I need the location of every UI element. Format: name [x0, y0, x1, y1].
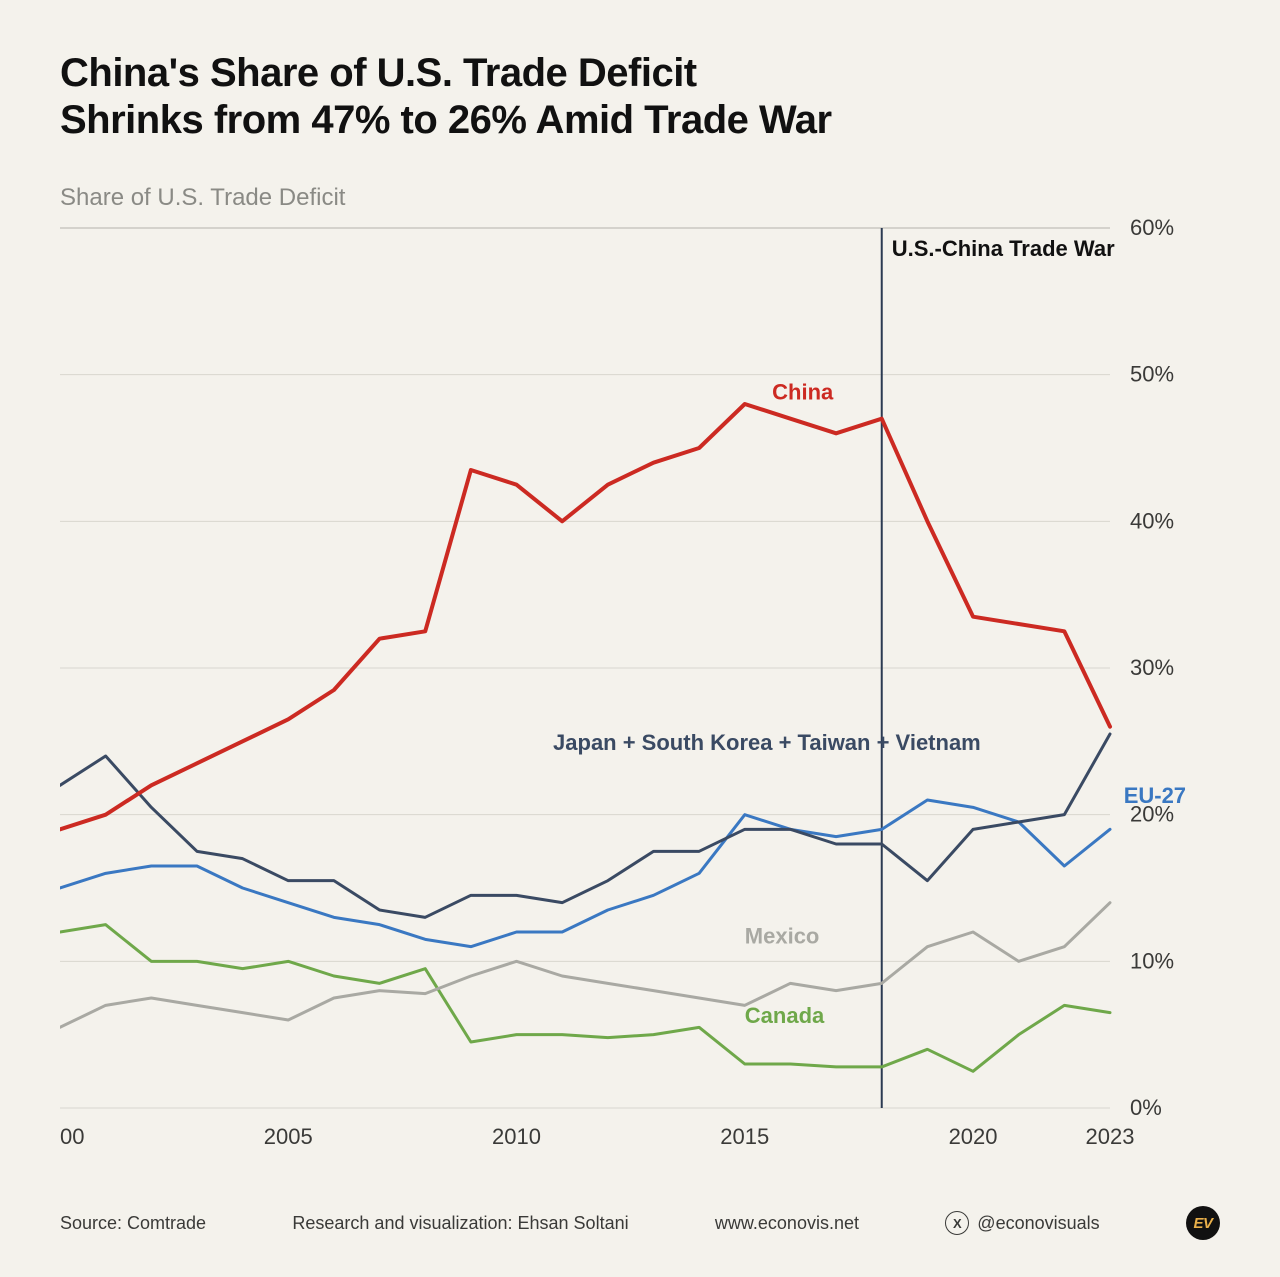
series-label-mexico: Mexico	[745, 924, 820, 949]
x-icon: X	[945, 1211, 969, 1235]
trade-war-marker-label: U.S.-China Trade War	[892, 236, 1115, 261]
series-line-china	[60, 404, 1110, 829]
series-label-canada: Canada	[745, 1003, 825, 1028]
x-axis-tick-label: 2010	[492, 1124, 541, 1149]
y-axis-tick-label: 60%	[1130, 218, 1174, 240]
y-axis-tick-label: 40%	[1130, 509, 1174, 534]
series-label-china: China	[772, 380, 834, 405]
y-axis-tick-label: 10%	[1130, 949, 1174, 974]
x-axis-tick-label: 2023	[1086, 1124, 1135, 1149]
title-line-2: Shrinks from 47% to 26% Amid Trade War	[60, 98, 832, 142]
series-line-eu27	[60, 800, 1110, 947]
series-label-eu27: EU-27	[1124, 783, 1186, 808]
series-line-canada	[60, 925, 1110, 1072]
credit-text: Research and visualization: Ehsan Soltan…	[292, 1213, 628, 1234]
x-axis-tick-label: 2015	[720, 1124, 769, 1149]
x-axis-tick-label: 2000	[60, 1124, 84, 1149]
handle-text: @econovisuals	[977, 1213, 1099, 1234]
y-axis-tick-label: 0%	[1130, 1095, 1162, 1120]
x-axis-tick-label: 2005	[264, 1124, 313, 1149]
y-axis-tick-label: 30%	[1130, 655, 1174, 680]
site-text: www.econovis.net	[715, 1213, 859, 1234]
chart-title: China's Share of U.S. Trade Deficit Shri…	[60, 50, 1220, 144]
social-handle: X @econovisuals	[945, 1211, 1099, 1235]
line-chart: 0%10%20%30%40%50%60%20002005201020152020…	[60, 218, 1220, 1168]
series-label-japankoreataiwanvietnam: Japan + South Korea + Taiwan + Vietnam	[553, 731, 981, 756]
x-axis-tick-label: 2020	[949, 1124, 998, 1149]
title-line-1: China's Share of U.S. Trade Deficit	[60, 51, 697, 95]
source-text: Source: Comtrade	[60, 1213, 206, 1234]
y-axis-tick-label: 50%	[1130, 362, 1174, 387]
chart-area: 0%10%20%30%40%50%60%20002005201020152020…	[60, 218, 1220, 1168]
footer: Source: Comtrade Research and visualizat…	[60, 1203, 1220, 1243]
series-line-japankoreataiwanvietnam	[60, 734, 1110, 917]
brand-logo-icon: EV	[1186, 1206, 1220, 1240]
chart-subtitle: Share of U.S. Trade Deficit	[60, 184, 1220, 212]
